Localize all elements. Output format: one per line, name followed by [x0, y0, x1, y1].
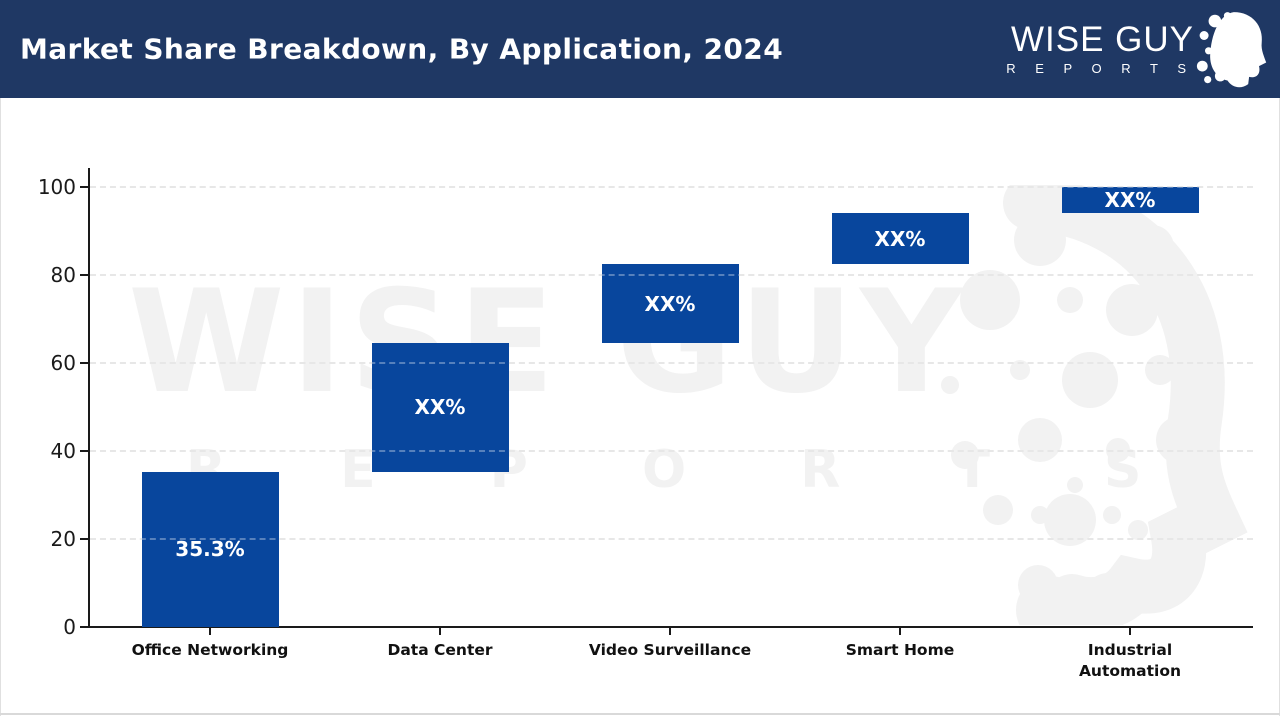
gridline: [90, 538, 1253, 540]
y-axis-tick: [80, 626, 88, 628]
bar: [1061, 187, 1199, 214]
watermark-text: WISE GUY: [128, 260, 969, 425]
x-category-label: Smart Home: [845, 641, 955, 659]
watermark-text-reports: R E P O R T S: [186, 440, 1190, 500]
y-tick-label: 80: [50, 263, 76, 287]
y-axis-tick: [80, 274, 88, 276]
x-axis-tick: [209, 628, 211, 635]
y-axis-tick: [80, 538, 88, 540]
page-title: Market Share Breakdown, By Application, …: [20, 32, 784, 66]
y-axis: [88, 168, 90, 628]
x-category-label: Data Center: [387, 641, 493, 659]
y-tick-label: 0: [63, 615, 76, 639]
gridline: [90, 186, 1253, 188]
gridline: [90, 362, 1253, 364]
x-category-label: Video Surveillance: [588, 641, 752, 659]
y-tick-label: 100: [37, 175, 76, 199]
page-border-left: [0, 98, 1, 716]
x-axis-tick: [1129, 628, 1131, 635]
watermark-head-graphic: [941, 185, 1248, 625]
logo-subtitle: R E P O R T S: [1006, 60, 1194, 76]
bar-value-label: 35.3%: [175, 537, 245, 562]
bar-value-label: XX%: [414, 395, 466, 420]
x-category-label: Industrial Automation: [1078, 641, 1182, 680]
bar-value-label: XX%: [644, 291, 696, 316]
logo-wordmark: WISE GUY: [1010, 20, 1194, 60]
y-tick-label: 40: [50, 439, 76, 463]
x-axis-tick: [899, 628, 901, 635]
bar: [831, 213, 969, 265]
logo-head-icon: [1196, 12, 1267, 88]
y-axis-tick: [80, 186, 88, 188]
y-axis-tick: [80, 362, 88, 364]
bar-value-label: XX%: [874, 226, 926, 251]
bar: [371, 342, 509, 472]
x-axis-tick: [439, 628, 441, 635]
bar: [141, 471, 279, 627]
x-axis: [88, 626, 1253, 628]
y-axis-tick: [80, 450, 88, 452]
y-tick-label: 60: [50, 351, 76, 375]
wise-guy-logo: WISE GUY R E P O R T S: [1006, 6, 1268, 92]
logo-text: WISE GUY R E P O R T S: [1006, 20, 1194, 76]
page-border-bottom: [0, 713, 1280, 715]
gridline: [90, 450, 1253, 452]
x-category-label: Office Networking: [131, 641, 289, 659]
x-axis-tick: [669, 628, 671, 635]
bar-value-label: XX%: [1104, 188, 1156, 213]
header-bar: Market Share Breakdown, By Application, …: [0, 0, 1280, 98]
bar: [601, 264, 739, 343]
y-tick-label: 20: [50, 527, 76, 551]
